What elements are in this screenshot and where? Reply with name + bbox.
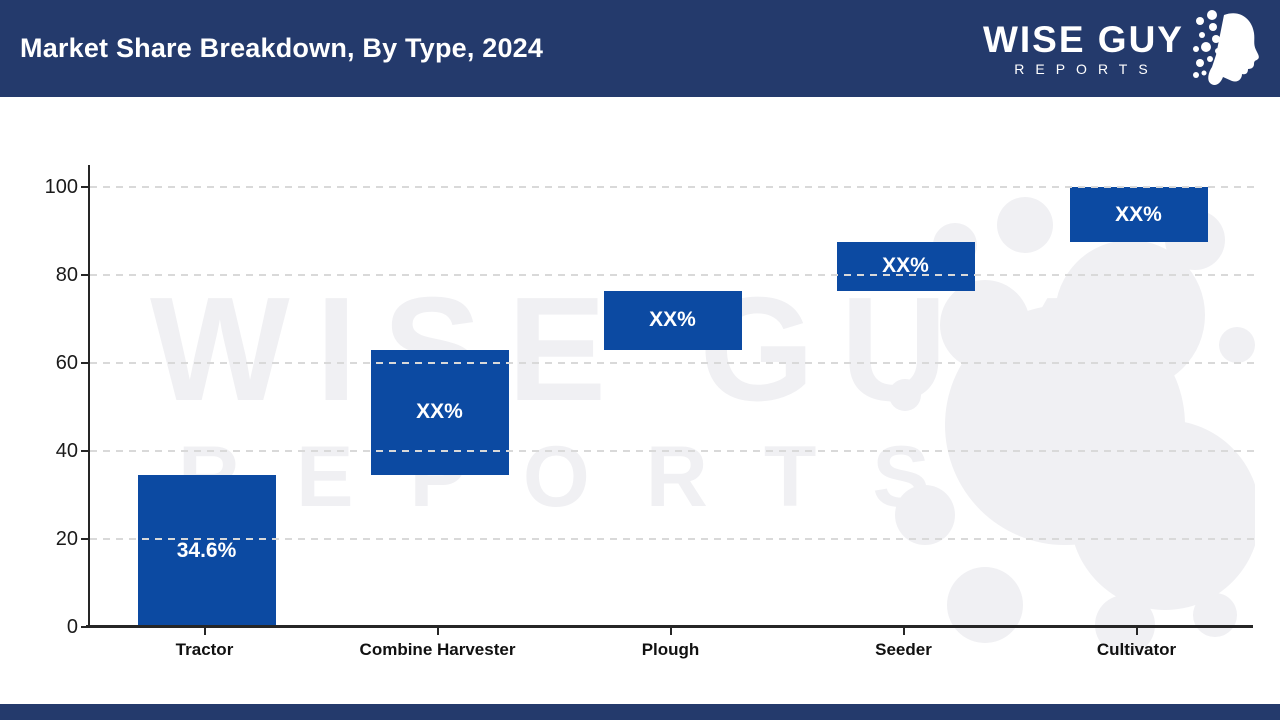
y-tick-mark-80 xyxy=(81,274,88,276)
gridline-40 xyxy=(90,450,1255,452)
bar-value-label: XX% xyxy=(649,308,696,332)
x-tick-mark-0 xyxy=(203,628,206,635)
logo-text: WISE GUY REPORTS xyxy=(983,21,1184,76)
x-tick-mark-4 xyxy=(1135,628,1138,635)
logo-wordmark: WISE GUY xyxy=(982,19,1184,60)
x-category-label-0: Tractor xyxy=(175,640,234,659)
bar-cultivator: XX% xyxy=(1069,187,1208,242)
x-category-label-3: Seeder xyxy=(875,640,932,659)
bar-value-label: XX% xyxy=(1115,202,1162,226)
y-tick-label-0: 0 xyxy=(66,616,78,638)
x-tick-mark-3 xyxy=(902,628,905,635)
bar-value-label: 34.6% xyxy=(176,538,237,562)
plot-area: 34.6% XX% XX% XX% XX% xyxy=(88,165,1255,627)
x-tick-mark-1 xyxy=(436,628,439,635)
x-category-label-2: Plough xyxy=(641,640,700,659)
x-category-label-1: Combine Harvester xyxy=(359,640,516,659)
y-tick-label-20: 20 xyxy=(55,528,78,550)
bar-plough: XX% xyxy=(603,290,742,350)
wise-guy-logo: WISE GUY REPORTS xyxy=(983,7,1262,91)
footer-band xyxy=(0,704,1280,720)
bar-seeder: XX% xyxy=(836,242,975,291)
bar-value-label: XX% xyxy=(882,254,929,278)
gridline-80 xyxy=(90,274,1255,276)
y-tick-label-100: 100 xyxy=(44,176,78,198)
y-tick-mark-0 xyxy=(81,626,88,628)
y-tick-mark-40 xyxy=(81,450,88,452)
bar-value-label: XX% xyxy=(416,400,463,424)
bar-combine-harvester: XX% xyxy=(370,349,509,475)
page-title: Market Share Breakdown, By Type, 2024 xyxy=(20,33,544,63)
y-tick-mark-100 xyxy=(81,186,88,188)
x-tick-mark-2 xyxy=(669,628,672,635)
header-band: Market Share Breakdown, By Type, 2024 WI… xyxy=(0,0,1280,97)
logo-head-icon xyxy=(1193,9,1259,85)
y-tick-mark-20 xyxy=(81,538,88,540)
x-axis-line xyxy=(86,625,1253,628)
y-tick-label-80: 80 xyxy=(55,264,78,286)
gridline-20 xyxy=(90,538,1255,540)
y-tick-label-40: 40 xyxy=(55,440,78,462)
x-category-label-4: Cultivator xyxy=(1096,640,1177,659)
logo-subtitle: REPORTS xyxy=(1014,61,1159,77)
y-tick-mark-60 xyxy=(81,362,88,364)
y-tick-label-60: 60 xyxy=(55,352,78,374)
gridline-60 xyxy=(90,362,1255,364)
gridline-100 xyxy=(90,186,1255,188)
bar-tractor: 34.6% xyxy=(137,474,276,627)
